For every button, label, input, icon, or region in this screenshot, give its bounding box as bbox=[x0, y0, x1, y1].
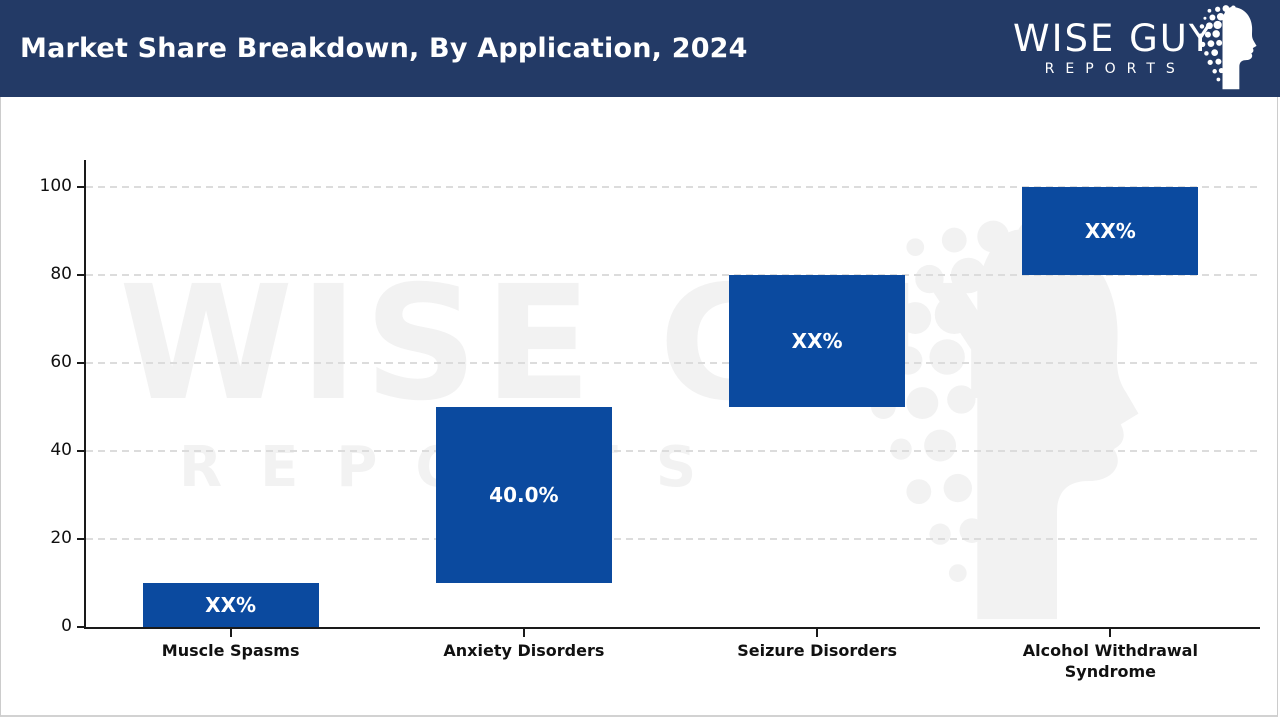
header-bar: Market Share Breakdown, By Application, … bbox=[0, 0, 1280, 97]
watermark-head-profile-icon bbox=[809, 215, 1181, 627]
chart-title: Market Share Breakdown, By Application, … bbox=[20, 33, 748, 64]
brand-logo: WISE GUY REPORTS bbox=[1013, 0, 1280, 97]
brand-name: WISE GUY bbox=[1013, 17, 1214, 60]
chart-canvas: WISE GUY REPORTS bbox=[0, 97, 1278, 717]
watermark-brand-text: WISE GUY bbox=[119, 252, 1050, 436]
watermark-subtitle-text: REPORTS bbox=[179, 435, 735, 500]
head-profile-dots-icon bbox=[1187, 4, 1266, 94]
brand-subtitle: REPORTS bbox=[1044, 61, 1186, 77]
brand-logo-text: WISE GUY REPORTS bbox=[1013, 20, 1213, 77]
